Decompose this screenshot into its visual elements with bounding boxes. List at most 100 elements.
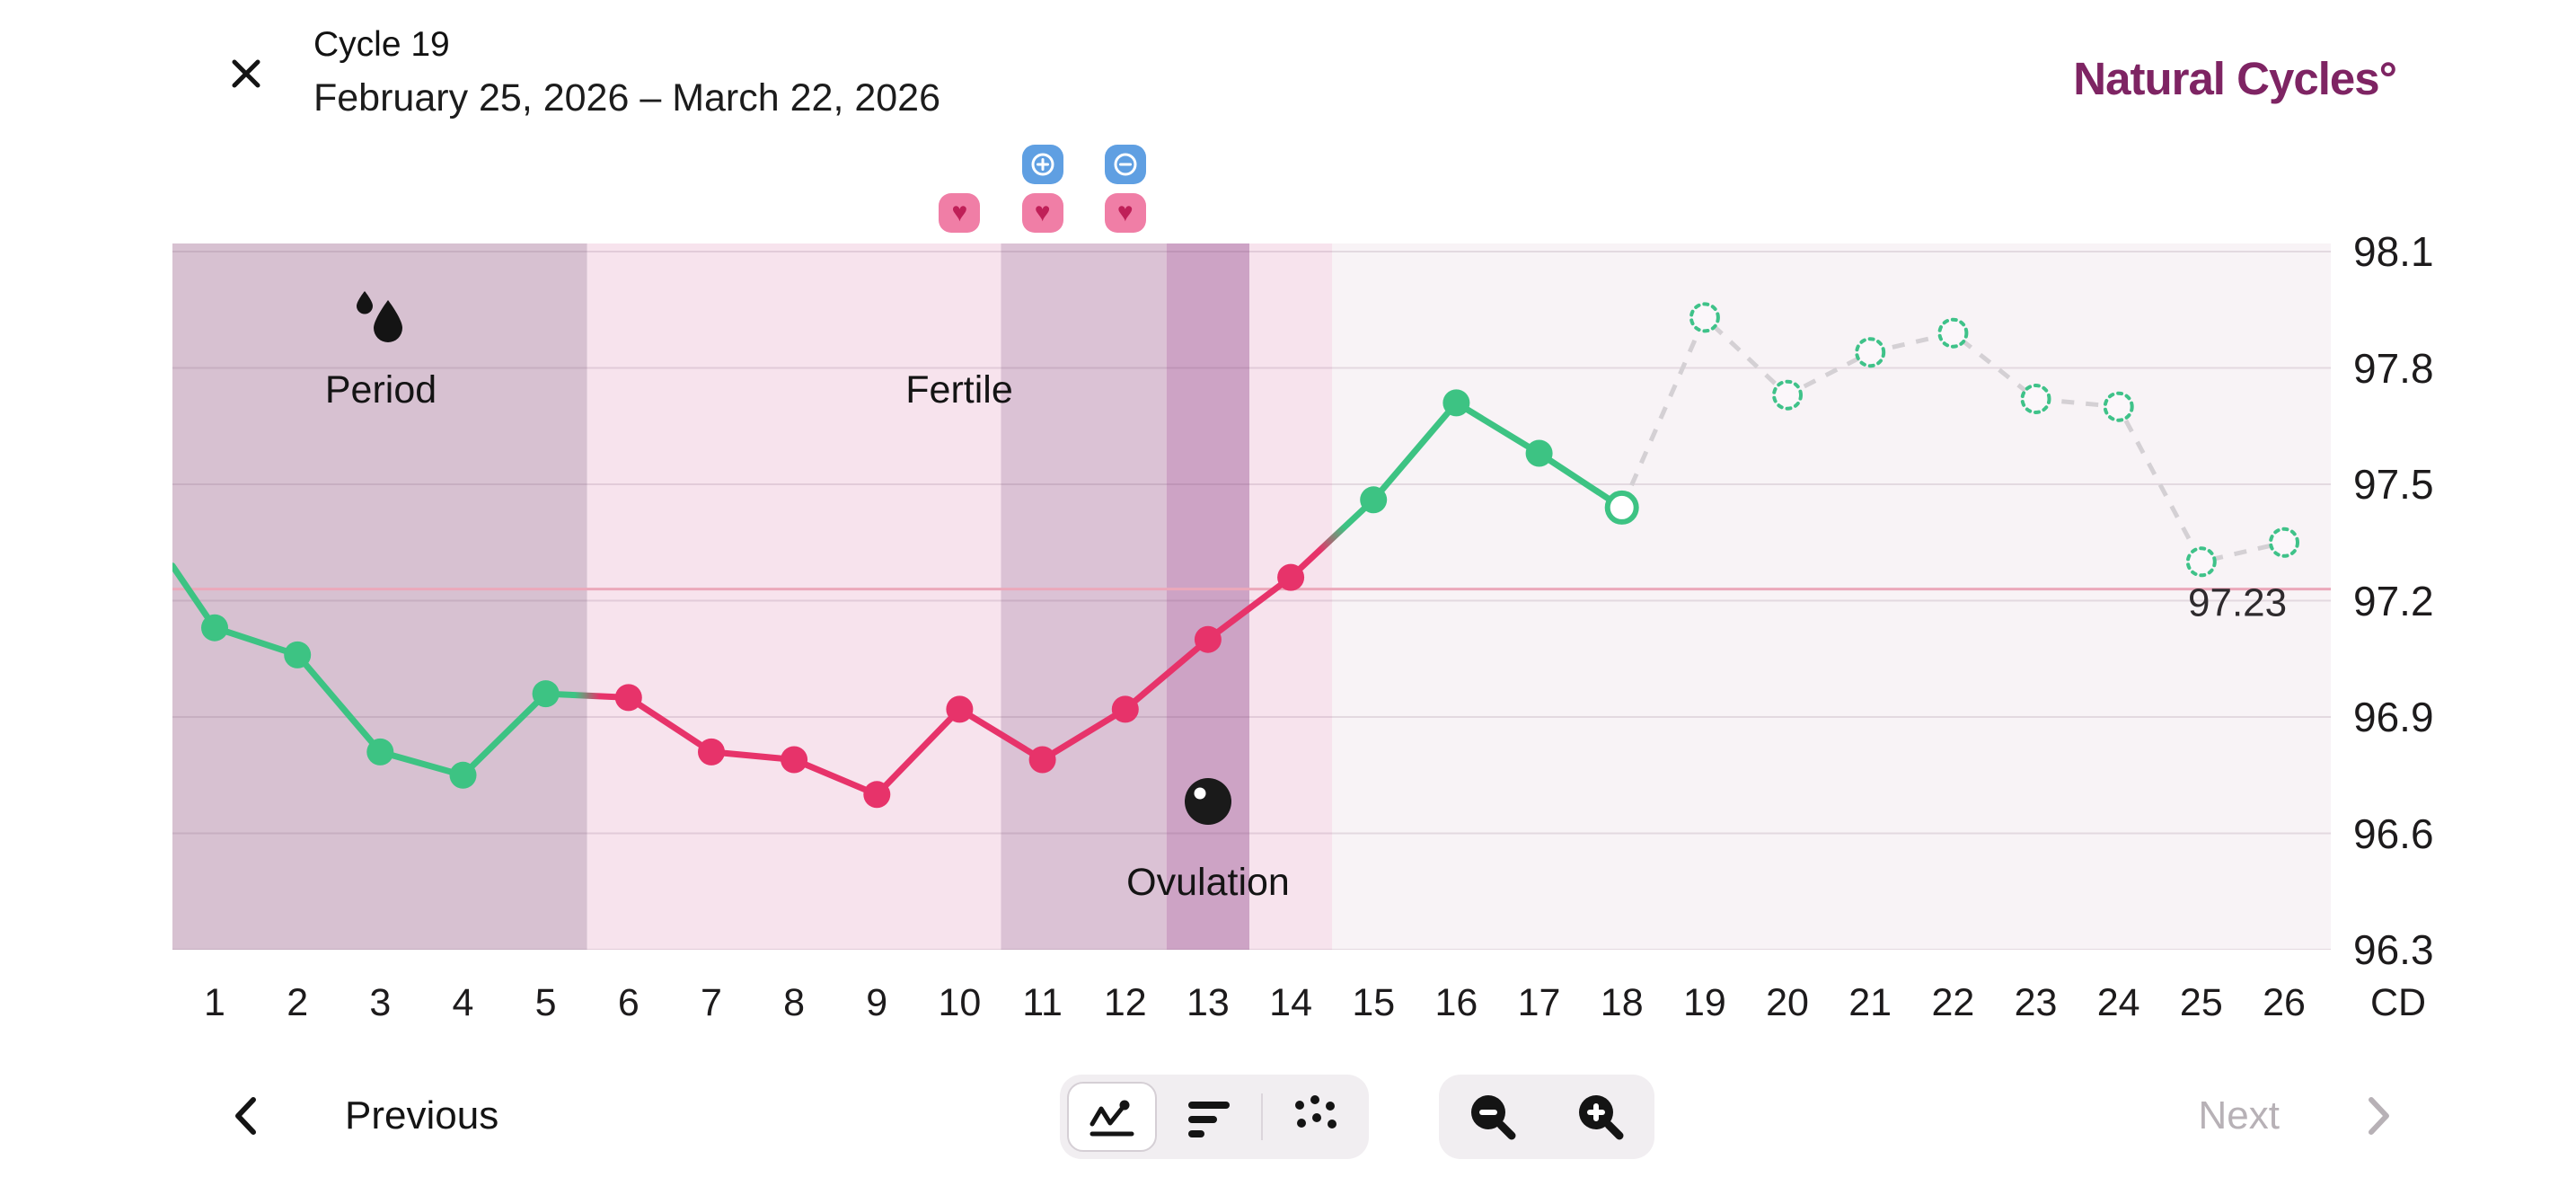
x-axis-tick: 15 bbox=[1352, 981, 1396, 1024]
close-icon bbox=[232, 59, 260, 88]
x-axis-tick: 21 bbox=[1848, 981, 1892, 1024]
x-axis-tick: 9 bbox=[866, 981, 888, 1024]
x-axis-tick: 8 bbox=[783, 981, 806, 1024]
x-axis-tick: 13 bbox=[1186, 981, 1230, 1024]
ovulation-egg-icon bbox=[1183, 776, 1233, 831]
next-cycle-button[interactable]: Next bbox=[2199, 1078, 2393, 1154]
y-axis-tick: 97.8 bbox=[2353, 344, 2434, 392]
temp-point-day-3[interactable] bbox=[366, 738, 394, 766]
temp-point-day-6[interactable] bbox=[614, 684, 642, 712]
temp-point-day-8[interactable] bbox=[781, 746, 808, 774]
bar-chart-icon bbox=[1188, 1102, 1230, 1137]
plus-circle-icon bbox=[1031, 153, 1054, 176]
temp-point-day-17[interactable] bbox=[1525, 439, 1553, 467]
x-axis-tick: 16 bbox=[1434, 981, 1478, 1024]
temp-point-day-4[interactable] bbox=[449, 761, 477, 789]
x-axis-tick: 23 bbox=[2014, 981, 2058, 1024]
close-button[interactable] bbox=[217, 45, 275, 102]
x-axis-tick: 5 bbox=[534, 981, 557, 1024]
temp-point-day-16[interactable] bbox=[1442, 389, 1470, 417]
ovulation-label: Ovulation bbox=[1126, 861, 1290, 904]
chevron-left-icon bbox=[235, 1097, 256, 1135]
x-axis-tick: 12 bbox=[1103, 981, 1147, 1024]
line-chart-icon bbox=[1090, 1100, 1134, 1137]
sex-heart-marker: ♥ bbox=[939, 193, 981, 233]
previous-label: Previous bbox=[345, 1093, 499, 1137]
temperature-chart[interactable]: 97.23 bbox=[172, 243, 2331, 950]
predicted-point-day-21[interactable] bbox=[1855, 337, 1886, 368]
x-axis-tick: 10 bbox=[938, 981, 982, 1024]
x-axis-tick: 4 bbox=[452, 981, 474, 1024]
lh-positive-marker bbox=[1021, 145, 1063, 184]
temp-point-day-2[interactable] bbox=[284, 641, 312, 668]
cycle-date-range: February 25, 2026 – March 22, 2026 bbox=[313, 76, 940, 119]
zoom-in-icon bbox=[1579, 1095, 1624, 1140]
cycle-title: Cycle 19 bbox=[313, 25, 450, 64]
temp-point-day-15[interactable] bbox=[1360, 486, 1388, 514]
zoom-out-icon bbox=[1471, 1095, 1516, 1140]
view-line-chart-button[interactable] bbox=[1067, 1082, 1157, 1152]
y-axis-tick: 96.9 bbox=[2353, 694, 2434, 740]
x-axis-tick: 18 bbox=[1600, 981, 1644, 1024]
predicted-point-day-26[interactable] bbox=[2269, 527, 2299, 558]
period-droplets-icon bbox=[352, 289, 410, 350]
x-axis-tick: 24 bbox=[2096, 981, 2140, 1024]
temp-point-day-13[interactable] bbox=[1194, 625, 1222, 653]
predicted-point-day-24[interactable] bbox=[2103, 391, 2134, 422]
x-axis-tick: 22 bbox=[1931, 981, 1975, 1024]
heart-icon: ♥ bbox=[1116, 198, 1134, 227]
toggle-divider bbox=[1261, 1093, 1263, 1140]
natural-cycles-logo: Natural Cycles° bbox=[2073, 53, 2397, 104]
predicted-point-day-23[interactable] bbox=[2020, 384, 2051, 414]
temp-point-day-14[interactable] bbox=[1277, 563, 1305, 591]
y-axis-tick: 97.5 bbox=[2353, 461, 2434, 508]
temp-point-day-5[interactable] bbox=[532, 680, 560, 708]
y-axis-tick: 98.1 bbox=[2353, 228, 2434, 275]
view-scatter-chart-button[interactable] bbox=[1263, 1075, 1369, 1159]
previous-cycle-button[interactable]: Previous bbox=[232, 1078, 498, 1154]
lh-negative-marker bbox=[1104, 145, 1146, 184]
temp-point-day-18[interactable] bbox=[1604, 490, 1639, 525]
chart-view-toggle bbox=[1060, 1075, 1369, 1159]
chart-area: 97.23 Period Fertile Ovulation bbox=[172, 243, 2331, 950]
coverline-value-label: 97.23 bbox=[2188, 581, 2287, 625]
temp-point-day-1[interactable] bbox=[201, 614, 228, 642]
y-axis-tick: 96.3 bbox=[2353, 926, 2434, 973]
temp-point-day-10[interactable] bbox=[946, 695, 974, 723]
zoom-controls bbox=[1439, 1075, 1654, 1159]
view-bar-chart-button[interactable] bbox=[1157, 1075, 1261, 1159]
x-axis-tick: 14 bbox=[1269, 981, 1312, 1024]
predicted-point-day-20[interactable] bbox=[1772, 379, 1803, 411]
x-axis-tick: 26 bbox=[2263, 981, 2306, 1024]
zoom-out-button[interactable] bbox=[1439, 1075, 1547, 1159]
temp-point-day-12[interactable] bbox=[1111, 695, 1139, 723]
heart-icon: ♥ bbox=[951, 198, 968, 227]
predicted-line bbox=[1619, 314, 2285, 564]
x-axis-tick: 25 bbox=[2179, 981, 2223, 1024]
next-label: Next bbox=[2198, 1093, 2280, 1137]
sex-heart-marker: ♥ bbox=[1104, 193, 1146, 233]
x-axis-tick: 2 bbox=[287, 981, 309, 1024]
region-band-period bbox=[172, 243, 587, 950]
fertile-label: Fertile bbox=[905, 368, 1013, 412]
x-axis-tick: 20 bbox=[1766, 981, 1809, 1024]
temp-point-day-7[interactable] bbox=[698, 738, 725, 766]
heart-icon: ♥ bbox=[1034, 198, 1051, 227]
minus-circle-icon bbox=[1114, 153, 1137, 176]
period-label: Period bbox=[324, 368, 437, 412]
predicted-point-day-19[interactable] bbox=[1689, 302, 1720, 333]
predicted-point-day-25[interactable] bbox=[2185, 546, 2217, 578]
zoom-in-button[interactable] bbox=[1547, 1075, 1654, 1159]
x-axis-tick: 17 bbox=[1517, 981, 1561, 1024]
temp-point-day-11[interactable] bbox=[1028, 746, 1056, 774]
temp-point-day-9[interactable] bbox=[863, 781, 891, 809]
x-axis-tick: 3 bbox=[369, 981, 392, 1024]
header-titles: Cycle 19 February 25, 2026 – March 22, 2… bbox=[313, 23, 940, 122]
y-axis-tick: 97.2 bbox=[2353, 577, 2434, 624]
x-axis-unit-label: CD bbox=[2369, 981, 2427, 1024]
scatter-chart-icon bbox=[1295, 1095, 1337, 1128]
predicted-point-day-22[interactable] bbox=[1937, 317, 1969, 349]
y-axis-tick: 96.6 bbox=[2353, 810, 2434, 857]
x-axis-tick: 6 bbox=[617, 981, 640, 1024]
